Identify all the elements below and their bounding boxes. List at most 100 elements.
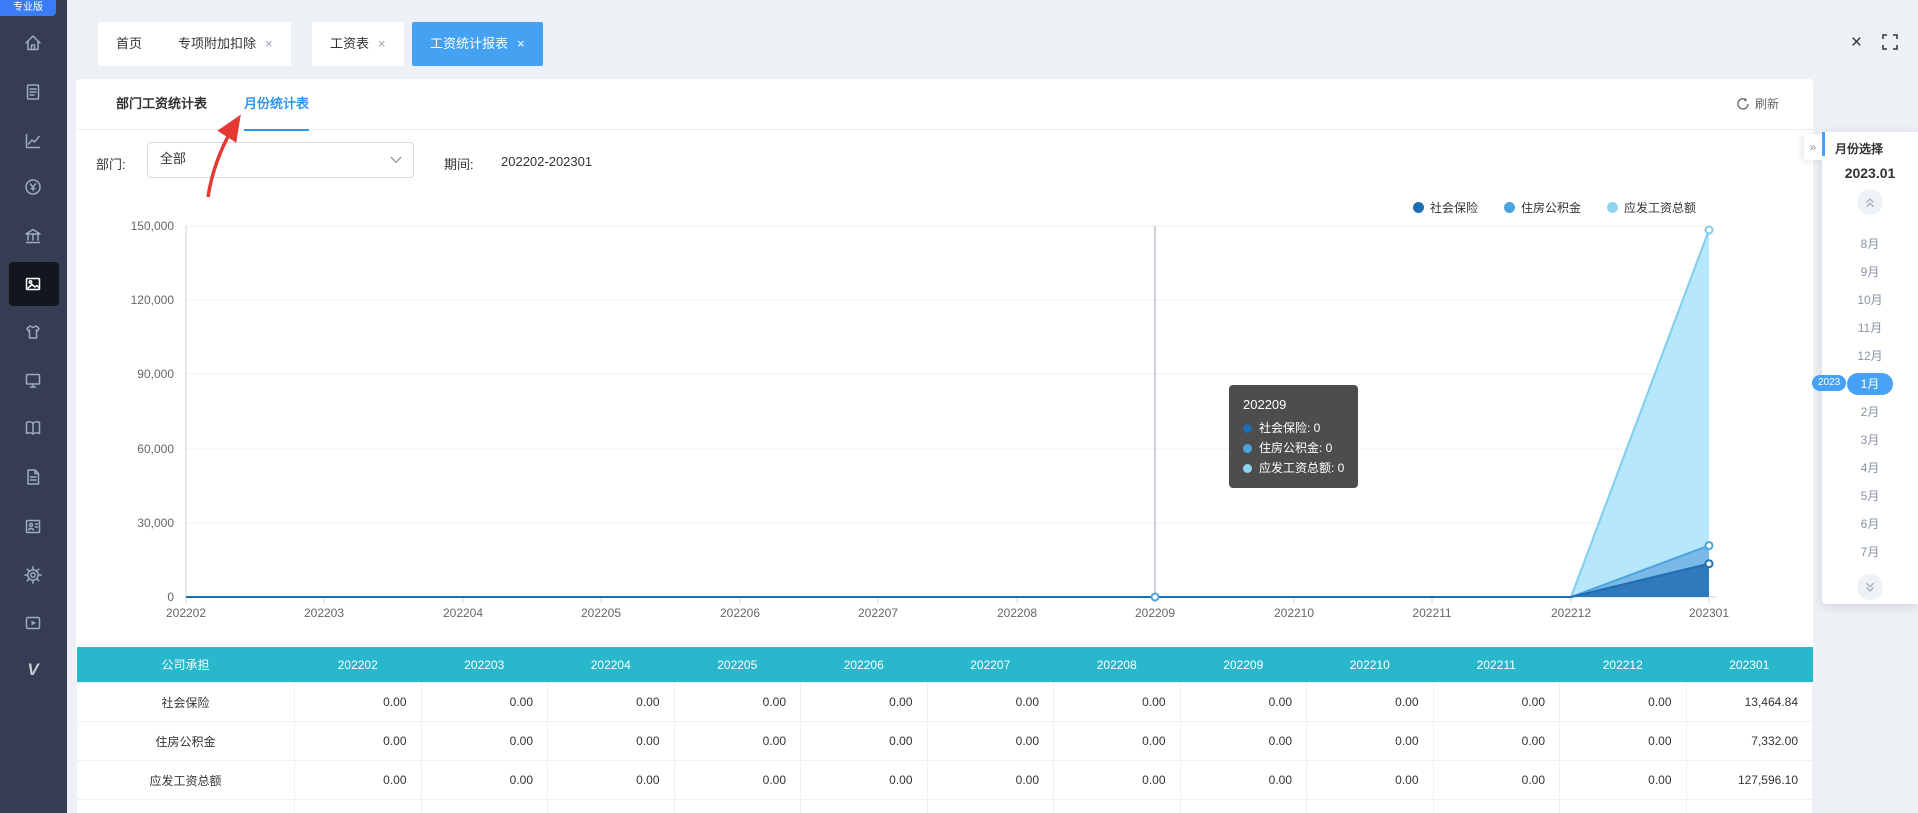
svg-text:202209: 202209 (1135, 606, 1175, 620)
svg-text:150,000: 150,000 (131, 219, 175, 233)
svg-text:202208: 202208 (997, 606, 1037, 620)
svg-text:202202: 202202 (166, 606, 206, 620)
selected-nav-highlight (9, 262, 59, 306)
tab-special-deduction[interactable]: 专项附加扣除 × (160, 22, 291, 66)
table-row-housing-fund: 住房公积金 0.00 0.00 0.00 0.00 0.00 0.00 0.00 0.0… (76, 721, 1813, 761)
legend-dot (1504, 202, 1516, 213)
department-select-value: 全部 (160, 151, 187, 166)
legend-dot (1413, 202, 1424, 213)
tab-payroll-report[interactable]: 工资统计报表 × (412, 22, 543, 66)
document-icon[interactable] (15, 459, 51, 495)
close-icon[interactable]: × (265, 36, 273, 51)
video-icon[interactable] (15, 605, 51, 641)
month-select-panel: » 月份选择 2023.01 8月 9月 10月 11月 12月 2023 1月… (1804, 132, 1918, 604)
terminal-icon[interactable] (15, 362, 51, 398)
settings-gear-icon[interactable] (15, 557, 51, 593)
month-item[interactable]: 4月 (1860, 461, 1880, 475)
edition-badge: 专业版 (0, 0, 56, 16)
active-month-pill: 1月 (1847, 373, 1893, 395)
department-label: 部门: (96, 157, 126, 172)
y-axis-labels: 150,000 120,000 90,000 60,000 30,000 0 (131, 219, 175, 604)
salary-area-chart[interactable]: 150,000 120,000 90,000 60,000 30,000 0 2… (76, 209, 1776, 639)
svg-text:202210: 202210 (1274, 606, 1314, 620)
brand-v-icon[interactable]: V (27, 660, 39, 679)
bank-icon[interactable] (15, 218, 51, 254)
double-chevron-up-icon (1866, 197, 1874, 207)
department-select[interactable]: 全部 (147, 142, 414, 178)
panel-collapse-icon[interactable]: » (1804, 134, 1822, 160)
legend-item-housing-fund[interactable]: 住房公积金 (1504, 199, 1581, 216)
marker-hovered-point (1150, 592, 1160, 602)
svg-text:202211: 202211 (1412, 606, 1451, 620)
period-label: 期间: (444, 157, 474, 172)
line-social-insurance (186, 562, 1710, 598)
company-burden-table: 公司承担 202202 202203 202204 202205 202206 202… (76, 647, 1813, 813)
svg-text:202204: 202204 (443, 606, 483, 620)
row-label: 合计 (76, 799, 295, 813)
tab-payroll-sheet[interactable]: 工资表 × (312, 22, 404, 66)
period-value: 202202-202301 (501, 154, 593, 169)
year-badge: 2023 (1812, 375, 1847, 391)
subtab-department-stats[interactable]: 部门工资统计表 (116, 96, 208, 111)
fullscreen-icon[interactable] (1882, 34, 1898, 53)
legend-item-social-insurance[interactable]: 社会保险 (1413, 199, 1478, 216)
table-row-gross-salary: 应发工资总额 0.00 0.00 0.00 0.00 0.00 0.00 0.00 0.… (76, 760, 1813, 800)
x-axis-labels: 202202 202203 202204 202205 202206 20220… (166, 606, 1729, 620)
month-item[interactable]: 3月 (1860, 433, 1880, 447)
svg-text:202301: 202301 (1689, 606, 1729, 620)
month-item[interactable]: 9月 (1860, 265, 1880, 279)
refresh-icon (1737, 98, 1749, 110)
month-item[interactable]: 8月 (1860, 237, 1880, 251)
legend-item-gross-salary[interactable]: 应发工资总额 (1607, 199, 1696, 216)
chart-gridlines (186, 225, 1709, 524)
ledger-icon[interactable] (15, 410, 51, 446)
month-item[interactable]: 5月 (1860, 489, 1880, 503)
close-all-icon[interactable]: × (1850, 32, 1862, 53)
scroll-down-button[interactable] (1857, 574, 1883, 600)
svg-text:120,000: 120,000 (131, 293, 175, 307)
chart-icon[interactable] (15, 123, 51, 159)
funds-icon[interactable] (15, 169, 51, 205)
month-item[interactable]: 12月 (1857, 349, 1883, 363)
line-gross-salary (186, 229, 1710, 598)
chevron-down-icon (390, 156, 402, 164)
sidebar: 专业版 (0, 0, 67, 813)
chart-legend: 社会保险 住房公积金 应发工资总额 (1413, 199, 1696, 216)
svg-text:202206: 202206 (720, 606, 760, 620)
marker-housing-fund (1704, 541, 1714, 551)
month-item[interactable]: 11月 (1857, 321, 1883, 335)
double-chevron-down-icon (1866, 582, 1874, 592)
month-item-active[interactable]: 2023 1月 (1812, 370, 1918, 398)
scroll-up-button[interactable] (1857, 189, 1883, 215)
month-item[interactable]: 6月 (1860, 517, 1880, 531)
legend-dot (1607, 202, 1619, 213)
table-row-social-insurance: 社会保险 0.00 0.00 0.00 0.00 0.00 0.00 0.00 0.00… (76, 682, 1813, 722)
line-housing-fund (186, 544, 1710, 598)
month-item[interactable]: 7月 (1860, 545, 1880, 559)
marker-social-insurance (1704, 559, 1714, 569)
refresh-button[interactable]: 刷新 (1736, 79, 1779, 129)
month-panel-title: 月份选择 (1822, 132, 1918, 156)
current-period: 2023.01 (1844, 165, 1896, 181)
invoice-icon[interactable] (15, 74, 51, 110)
tab-bar: 首页 专项附加扣除 × 工资表 × 工资统计报表 × × (67, 0, 1918, 79)
svg-text:202207: 202207 (858, 606, 898, 620)
svg-text:0: 0 (167, 590, 174, 604)
month-list: 8月 9月 10月 11月 12月 2023 1月 2月 3月 4月 5月 6月… (1812, 230, 1918, 566)
svg-text:30,000: 30,000 (137, 516, 174, 530)
subtab-month-stats[interactable]: 月份统计表 (244, 79, 310, 131)
close-icon[interactable]: × (517, 36, 525, 51)
table-row-total: 合计 0.000.00 0.000.00 0.000.00 0.000.00 0… (76, 799, 1813, 813)
home-icon[interactable] (15, 25, 51, 61)
report-icon[interactable] (15, 266, 51, 302)
month-item[interactable]: 2月 (1860, 405, 1880, 419)
tab-home[interactable]: 首页 (98, 22, 161, 66)
contacts-icon[interactable] (15, 508, 51, 544)
svg-text:60,000: 60,000 (137, 442, 174, 456)
payroll-icon[interactable] (15, 314, 51, 350)
close-icon[interactable]: × (378, 36, 386, 51)
row-label: 应发工资总额 (76, 760, 295, 800)
report-panel: 部门工资统计表 月份统计表 刷新 部门: 全部 期间: 202202-20230… (76, 79, 1813, 813)
month-item[interactable]: 10月 (1857, 293, 1883, 307)
